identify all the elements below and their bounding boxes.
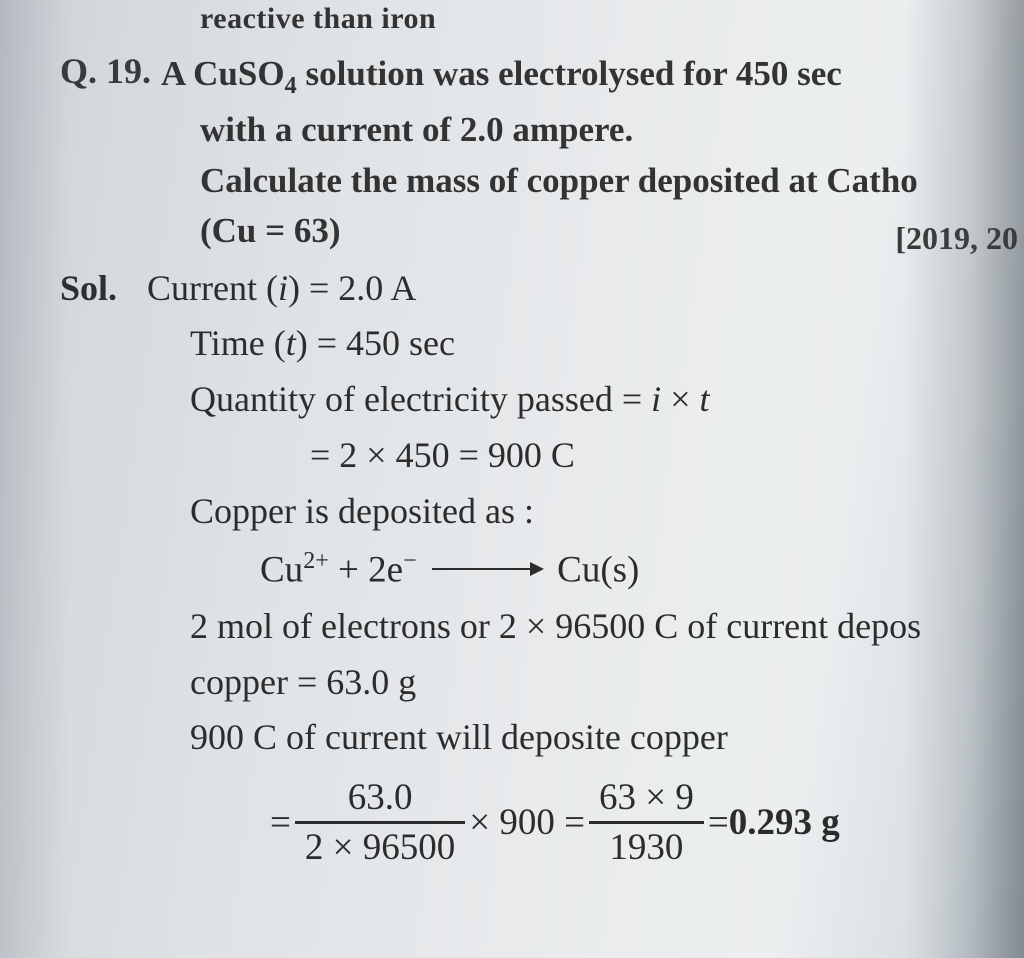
solution-line-4: = 2 × 450 = 900 C xyxy=(310,428,984,484)
eq-rhs: Cu(s) xyxy=(557,549,639,590)
eq-sign-2: = xyxy=(708,801,729,844)
eq-sign-1: = xyxy=(270,801,291,844)
reaction-arrow-icon xyxy=(432,568,542,570)
fraction-1-num: 63.0 xyxy=(295,776,465,824)
eq-sup-minus: − xyxy=(403,548,417,574)
fraction-1-den: 2 × 96500 xyxy=(295,824,465,869)
solution-label: Sol. xyxy=(60,267,117,309)
solution-line-6: 2 mol of electrons or 2 × 96500 C of cur… xyxy=(190,599,984,655)
solution-line-7: copper = 63.0 g xyxy=(190,655,984,711)
fraction-1: 63.0 2 × 96500 xyxy=(295,776,465,869)
fraction-2-num: 63 × 9 xyxy=(589,776,704,824)
fraction-2-den: 1930 xyxy=(589,824,704,869)
eq-lhs-plus: + 2e xyxy=(329,549,403,590)
mid-mult: × 900 = xyxy=(469,801,585,844)
textbook-page: reactive than iron Q. 19. A CuSO4 soluti… xyxy=(0,0,1024,958)
final-calculation: = 63.0 2 × 96500 × 900 = 63 × 9 1930 = 0… xyxy=(270,776,984,869)
subscript-4: 4 xyxy=(285,72,297,99)
question-line-1: A CuSO4 solution was electrolysed for 45… xyxy=(161,50,842,102)
eq-lhs-cu: Cu xyxy=(260,549,303,590)
year-reference: [2019, 20 xyxy=(895,220,1018,257)
solution-row: Sol. Current (i) = 2.0 A xyxy=(60,261,984,317)
question-number: Q. 19. xyxy=(60,50,151,92)
question-line-4: (Cu = 63) xyxy=(200,211,984,251)
question-text-a: A CuSO xyxy=(161,54,285,93)
solution-line-2: Time (t) = 450 sec xyxy=(190,316,984,372)
reaction-equation: Cu2+ + 2e− Cu(s) xyxy=(260,548,984,591)
question-text-b: solution was electrolysed for 450 sec xyxy=(297,54,842,93)
solution-line-3: Quantity of electricity passed = i × t xyxy=(190,372,984,428)
solution-line-8: 900 C of current will deposite copper xyxy=(190,710,984,766)
eq-sup-2plus: 2+ xyxy=(303,548,329,574)
solution-line-1: Current (i) = 2.0 A xyxy=(147,261,416,317)
question-line-2: with a current of 2.0 ampere. xyxy=(200,106,984,153)
solution-line-5: Copper is deposited as : xyxy=(190,484,984,540)
current-line: Current (i) = 2.0 A xyxy=(147,268,416,308)
question-row: Q. 19. A CuSO4 solution was electrolysed… xyxy=(60,50,984,102)
final-answer: 0.293 g xyxy=(729,801,840,844)
question-line-3: Calculate the mass of copper deposited a… xyxy=(200,157,984,204)
partial-previous-line: reactive than iron xyxy=(200,0,984,36)
fraction-2: 63 × 9 1930 xyxy=(589,776,704,869)
